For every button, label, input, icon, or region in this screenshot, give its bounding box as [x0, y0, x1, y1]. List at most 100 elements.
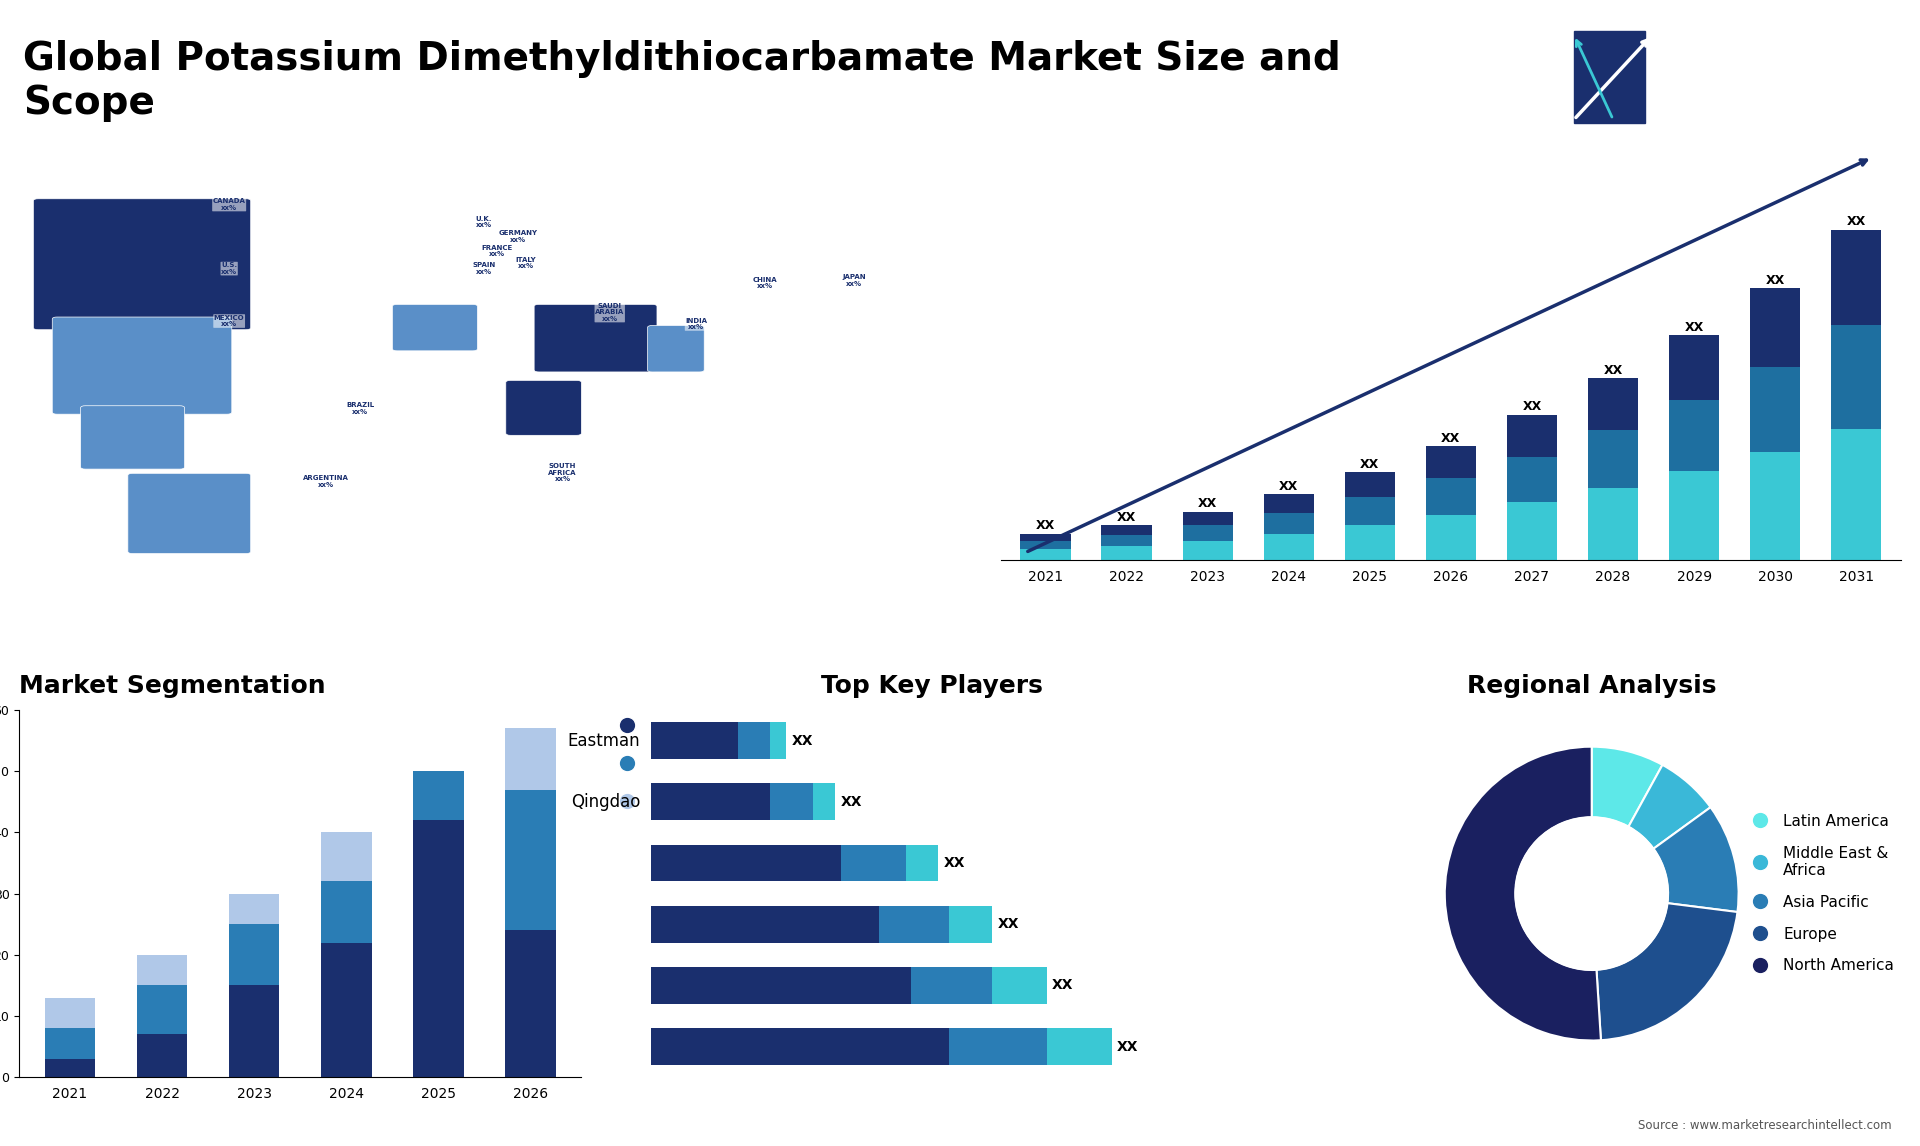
- Wedge shape: [1592, 747, 1663, 826]
- Polygon shape: [1574, 31, 1645, 124]
- Bar: [1263, 494, 1313, 513]
- Bar: [136, 1035, 188, 1077]
- Bar: [1507, 502, 1557, 560]
- Bar: [1507, 456, 1557, 502]
- Text: Global Potassium Dimethyldithiocarbamate Market Size and
Scope: Global Potassium Dimethyldithiocarbamate…: [23, 40, 1340, 123]
- Bar: [1832, 230, 1882, 325]
- Bar: [1102, 535, 1152, 547]
- Bar: [651, 905, 879, 942]
- Bar: [1102, 547, 1152, 560]
- Bar: [1183, 512, 1233, 526]
- Text: BRAZIL
xx%: BRAZIL xx%: [346, 402, 374, 415]
- Bar: [1507, 415, 1557, 456]
- Bar: [770, 784, 814, 821]
- Bar: [505, 790, 555, 931]
- Text: JAPAN
xx%: JAPAN xx%: [843, 274, 866, 286]
- Text: XX: XX: [1037, 519, 1056, 532]
- Bar: [993, 967, 1046, 1004]
- Bar: [321, 881, 372, 942]
- Text: SOUTH
AFRICA
xx%: SOUTH AFRICA xx%: [549, 463, 576, 482]
- Bar: [948, 905, 993, 942]
- Wedge shape: [1653, 807, 1740, 912]
- Wedge shape: [1628, 764, 1711, 849]
- Text: U.K.
xx%: U.K. xx%: [476, 215, 492, 228]
- Text: INTELLECT: INTELLECT: [1730, 110, 1801, 124]
- Bar: [228, 986, 280, 1077]
- Bar: [1668, 336, 1718, 400]
- FancyBboxPatch shape: [534, 305, 657, 372]
- Bar: [651, 784, 770, 821]
- Bar: [841, 845, 906, 881]
- Text: FRANCE
xx%: FRANCE xx%: [482, 245, 513, 258]
- Bar: [906, 845, 939, 881]
- FancyBboxPatch shape: [505, 380, 582, 435]
- Text: XX: XX: [1684, 321, 1703, 333]
- Bar: [505, 931, 555, 1077]
- Bar: [879, 905, 948, 942]
- Bar: [1020, 549, 1071, 560]
- Bar: [1832, 325, 1882, 430]
- Legend: Latin America, Middle East &
Africa, Asia Pacific, Europe, North America: Latin America, Middle East & Africa, Asi…: [1740, 808, 1901, 980]
- FancyBboxPatch shape: [129, 473, 252, 554]
- Bar: [737, 722, 770, 759]
- Bar: [910, 967, 993, 1004]
- Text: XX: XX: [1523, 400, 1542, 414]
- Bar: [1588, 378, 1638, 431]
- Text: SAUDI
ARABIA
xx%: SAUDI ARABIA xx%: [595, 303, 624, 322]
- Bar: [413, 821, 463, 1077]
- Bar: [770, 722, 787, 759]
- Bar: [136, 986, 188, 1035]
- Bar: [1749, 453, 1801, 560]
- Bar: [814, 784, 835, 821]
- FancyBboxPatch shape: [647, 325, 705, 372]
- FancyBboxPatch shape: [392, 305, 478, 351]
- Bar: [1427, 446, 1476, 478]
- Bar: [1427, 478, 1476, 515]
- Text: XX: XX: [791, 733, 814, 747]
- Text: XX: XX: [998, 917, 1020, 932]
- Text: Eastman: Eastman: [568, 731, 639, 749]
- Bar: [651, 967, 910, 1004]
- Text: XX: XX: [1052, 979, 1073, 992]
- Text: XX: XX: [1847, 215, 1866, 228]
- FancyBboxPatch shape: [33, 198, 252, 330]
- Bar: [321, 832, 372, 881]
- Bar: [1668, 471, 1718, 560]
- Text: U.S.
xx%: U.S. xx%: [221, 262, 238, 275]
- Text: Qingdao: Qingdao: [570, 793, 639, 810]
- Text: XX: XX: [1442, 432, 1461, 445]
- Text: MARKET: MARKET: [1738, 57, 1793, 71]
- FancyBboxPatch shape: [81, 406, 184, 469]
- Text: MEXICO
xx%: MEXICO xx%: [213, 315, 244, 328]
- Bar: [1344, 497, 1396, 526]
- Bar: [1749, 367, 1801, 453]
- Bar: [1344, 472, 1396, 497]
- Bar: [1046, 1028, 1112, 1065]
- Text: ARGENTINA
xx%: ARGENTINA xx%: [303, 474, 349, 487]
- Bar: [1588, 488, 1638, 560]
- Text: XX: XX: [1198, 497, 1217, 510]
- Legend: Type, Application, Geography: Type, Application, Geography: [603, 709, 753, 817]
- Text: XX: XX: [1117, 511, 1137, 524]
- Text: RESEARCH: RESEARCH: [1730, 84, 1801, 97]
- Bar: [1183, 526, 1233, 541]
- Text: ITALY
xx%: ITALY xx%: [515, 257, 536, 269]
- Text: XX: XX: [1279, 479, 1298, 493]
- FancyBboxPatch shape: [52, 317, 232, 414]
- Text: SPAIN
xx%: SPAIN xx%: [472, 262, 495, 275]
- Bar: [1183, 541, 1233, 560]
- Title: Top Key Players: Top Key Players: [822, 674, 1043, 698]
- Bar: [228, 894, 280, 924]
- Wedge shape: [1597, 903, 1738, 1041]
- Text: XX: XX: [1117, 1039, 1139, 1053]
- Bar: [1102, 526, 1152, 535]
- Text: XX: XX: [943, 856, 966, 870]
- Bar: [1588, 431, 1638, 488]
- Text: Market Segmentation: Market Segmentation: [19, 674, 326, 698]
- Text: XX: XX: [841, 795, 862, 809]
- Text: XX: XX: [1359, 457, 1379, 471]
- Bar: [1263, 513, 1313, 534]
- Circle shape: [1515, 817, 1668, 970]
- Bar: [136, 955, 188, 986]
- Bar: [1020, 541, 1071, 549]
